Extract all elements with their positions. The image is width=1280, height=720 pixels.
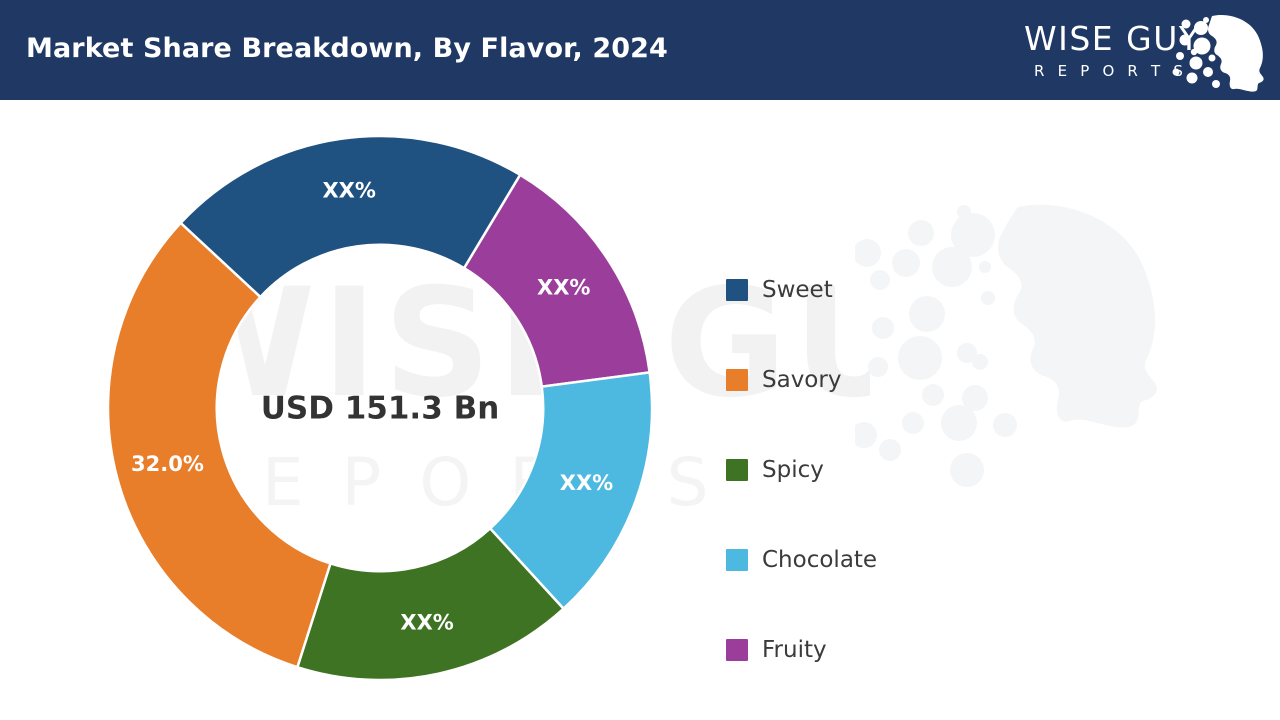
legend-swatch-spicy (726, 459, 748, 481)
dotted-head-profile-icon (1172, 14, 1264, 92)
legend-item-spicy[interactable]: Spicy (726, 425, 1026, 515)
pie-slice-label-spicy: XX% (400, 611, 453, 635)
legend-item-savory[interactable]: Savory (726, 335, 1026, 425)
pie-slice-savory[interactable] (106, 221, 333, 669)
chart-area: WISE GUY REPORTS (0, 100, 1280, 720)
chart-legend: Sweet Savory Spicy Chocolate Fruity (726, 245, 1026, 695)
donut-chart: XX% XX% XX% 32.0% XX% USD 151.3 Bn (0, 100, 760, 720)
legend-item-sweet[interactable]: Sweet (726, 245, 1026, 335)
legend-label-sweet: Sweet (762, 276, 833, 303)
logo-wordmark: WISE GUY R E P O R T S (1024, 19, 1201, 80)
donut-slice-group (106, 134, 654, 682)
page-title: Market Share Breakdown, By Flavor, 2024 (26, 33, 668, 64)
brand-logo: WISE GUY R E P O R T S (1016, 6, 1272, 94)
pie-slice-label-chocolate: XX% (560, 471, 613, 495)
legend-item-fruity[interactable]: Fruity (726, 605, 1026, 695)
pie-slice-label-sweet: XX% (322, 178, 375, 202)
logo-line2-text: R E P O R T S (1034, 62, 1187, 80)
legend-label-savory: Savory (762, 366, 842, 393)
legend-label-chocolate: Chocolate (762, 546, 878, 573)
donut-label-group: XX% XX% XX% 32.0% XX% (131, 178, 613, 634)
pie-slice-label-savory: 32.0% (131, 452, 204, 476)
logo-line1-text: WISE GUY (1024, 19, 1201, 58)
legend-label-spicy: Spicy (762, 456, 824, 483)
pie-slice-label-fruity: XX% (537, 275, 590, 299)
legend-label-fruity: Fruity (762, 636, 827, 663)
pie-slice-sweet[interactable] (178, 134, 522, 299)
legend-item-chocolate[interactable]: Chocolate (726, 515, 1026, 605)
pie-slice-chocolate[interactable] (488, 371, 654, 611)
legend-swatch-chocolate (726, 549, 748, 571)
legend-swatch-savory (726, 369, 748, 391)
header-bar: Market Share Breakdown, By Flavor, 2024 … (0, 0, 1280, 100)
center-value-label: USD 151.3 Bn (261, 391, 500, 427)
legend-swatch-sweet (726, 279, 748, 301)
legend-swatch-fruity (726, 639, 748, 661)
